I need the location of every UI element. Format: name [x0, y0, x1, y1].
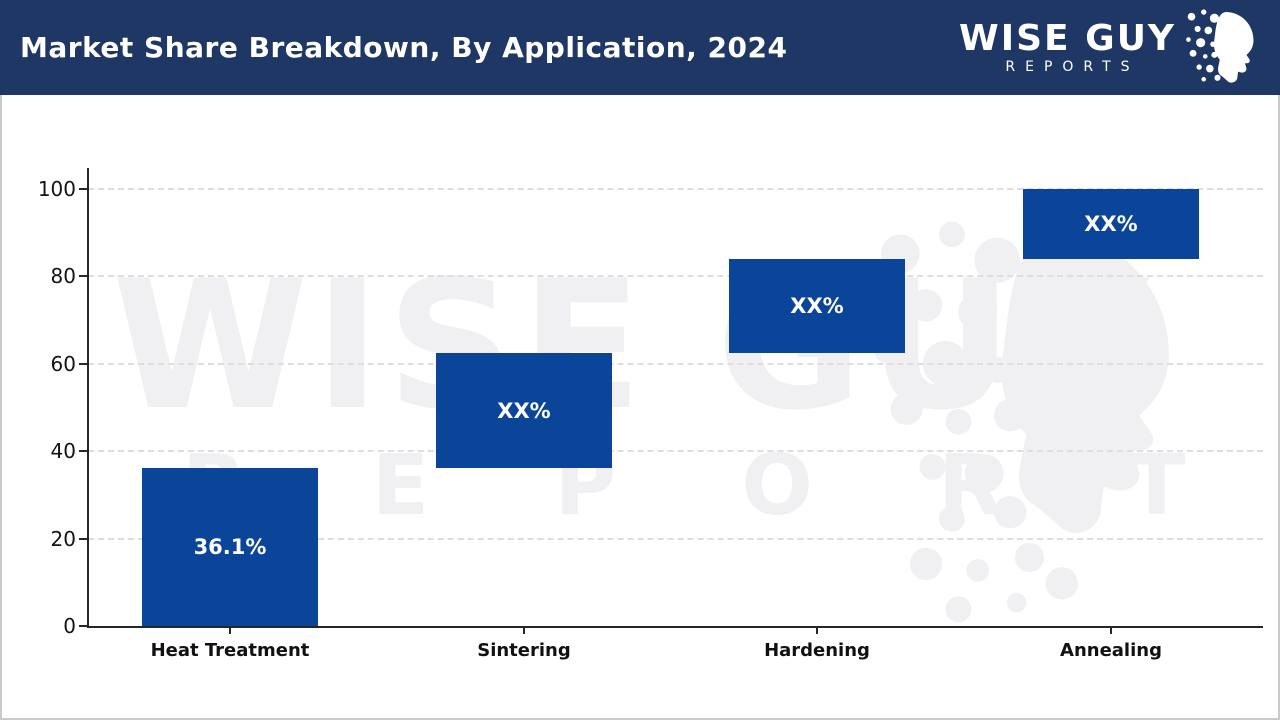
x-tick-mark [523, 627, 525, 634]
y-tick-label: 60 [50, 351, 76, 376]
x-category-label: Sintering [477, 640, 571, 661]
y-tick-mark [79, 362, 88, 365]
y-gridline [88, 275, 1263, 277]
wise-guy-logo: WISE GUY REPORTS [959, 6, 1280, 90]
logo-text: WISE GUY REPORTS [958, 17, 1176, 76]
x-axis-line [87, 626, 1263, 628]
y-tick-mark [79, 450, 88, 452]
y-tick-mark [79, 275, 88, 277]
y-tick-mark [79, 187, 88, 190]
y-tick-mark [79, 625, 88, 627]
y-axis-line [87, 168, 89, 628]
y-tick-label: 80 [50, 264, 76, 288]
x-category-label: Hardening [764, 640, 870, 661]
bar-value-label: 36.1% [193, 535, 267, 560]
y-tick-label: 0 [63, 614, 76, 638]
x-category-label: Annealing [1060, 640, 1162, 661]
logo-head-icon [1186, 8, 1254, 83]
x-tick-mark [229, 627, 231, 634]
y-gridline [88, 537, 1263, 540]
y-gridline [88, 187, 1263, 190]
logo-brand-name: WISE GUY [958, 17, 1176, 59]
y-tick-label: 40 [50, 439, 76, 463]
logo-brand-sub: REPORTS [1005, 58, 1140, 75]
bar-value-label: XX% [1084, 211, 1138, 236]
y-tick-label: 20 [50, 526, 76, 551]
bar-value-label: XX% [497, 398, 551, 423]
y-tick-label: 100 [37, 176, 76, 201]
waterfall-bar: XX% [729, 259, 905, 354]
y-tick-mark [79, 537, 88, 540]
x-tick-mark [816, 627, 818, 634]
x-tick-mark [1110, 627, 1112, 634]
page-title: Market Share Breakdown, By Application, … [20, 31, 788, 64]
y-gridline [88, 362, 1263, 365]
waterfall-bar: XX% [436, 353, 612, 469]
header-bar: Market Share Breakdown, By Application, … [0, 0, 1280, 95]
bar-value-label: XX% [790, 294, 844, 319]
waterfall-bar: XX% [1023, 188, 1199, 260]
y-gridline [88, 450, 1263, 452]
x-category-label: Heat Treatment [150, 640, 310, 661]
waterfall-bar: 36.1% [142, 468, 318, 626]
